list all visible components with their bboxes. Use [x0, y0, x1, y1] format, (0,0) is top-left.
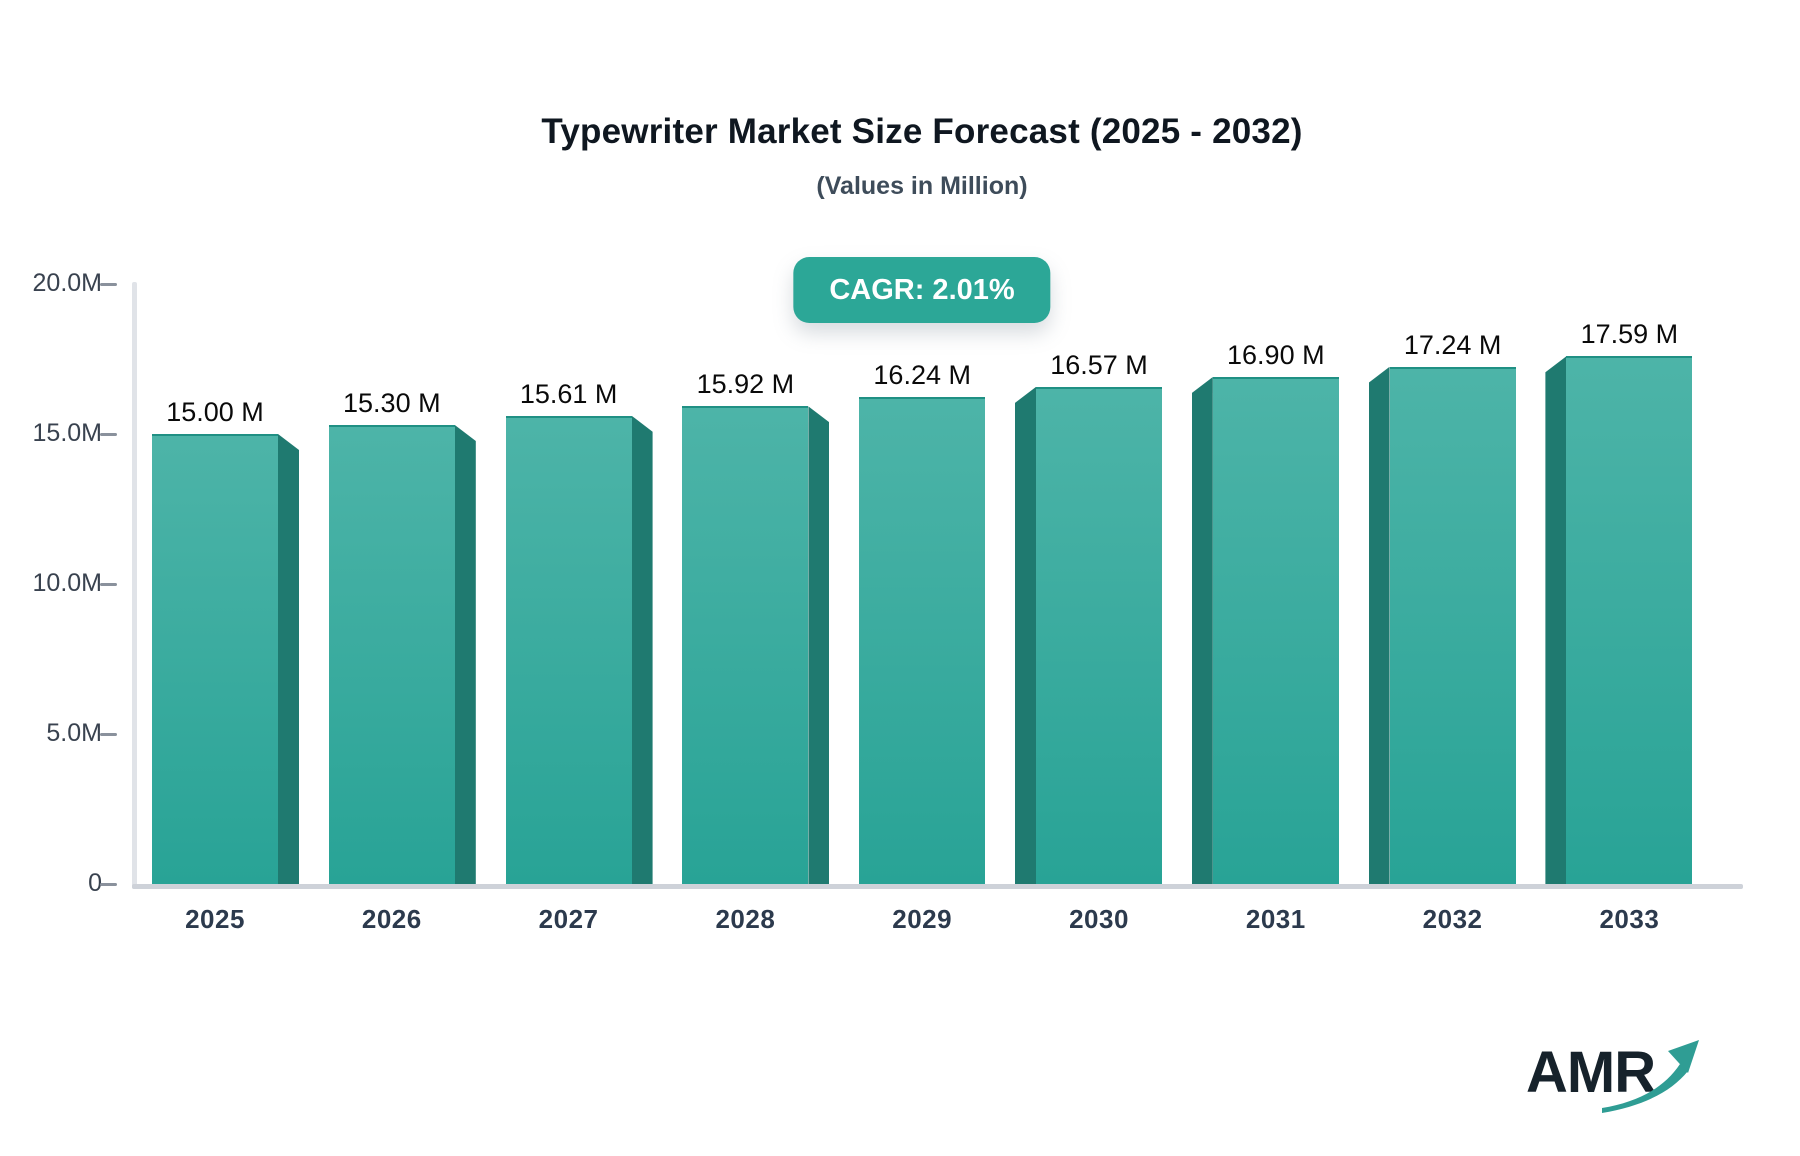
cagr-badge: CAGR: 2.01%: [793, 257, 1051, 323]
bar-value-label: 16.24 M: [873, 359, 971, 390]
logo-text: AMR: [1526, 1040, 1655, 1105]
bar-2031: [1212, 377, 1339, 884]
bar-2029: [859, 396, 986, 884]
bar-side-2027: [631, 415, 653, 884]
bar-side-2026: [454, 425, 476, 884]
bar-2033: [1566, 356, 1693, 884]
trend-up-arrow-icon: [1602, 1040, 1699, 1113]
x-axis-label: 2030: [1069, 904, 1129, 934]
bar-value-label: 17.59 M: [1580, 319, 1679, 350]
x-axis-label: 2031: [1245, 904, 1306, 934]
y-axis-tick: [100, 433, 117, 436]
y-axis-tick: [100, 883, 117, 886]
y-axis-label: 15.0M: [32, 419, 102, 447]
bar-side-2028: [808, 406, 830, 884]
bar-2025: [152, 434, 278, 884]
bar-side-2031: [1191, 377, 1213, 884]
bar-2026: [328, 425, 455, 884]
y-axis-tick: [100, 733, 117, 736]
bar-2028: [682, 406, 809, 884]
bar-side-2033: [1545, 356, 1567, 884]
bar-value-label: 15.30 M: [343, 388, 441, 418]
y-axis-label: 0: [88, 869, 102, 897]
x-axis-label: 2026: [361, 904, 422, 934]
bar-2032: [1389, 366, 1516, 884]
y-axis-label: 10.0M: [32, 569, 102, 597]
bar-2027: [505, 415, 632, 884]
bar-value-label: 17.24 M: [1403, 329, 1502, 360]
x-axis-label: 2027: [538, 904, 599, 934]
bar-value-label: 15.61 M: [519, 378, 618, 409]
y-axis-line: [132, 282, 137, 889]
bar-value-label: 15.92 M: [696, 369, 795, 400]
x-axis-label: 2033: [1599, 904, 1660, 934]
chart-subtitle: (Values in Million): [816, 172, 1028, 200]
bar-side-2030: [1015, 386, 1036, 884]
bar-side-2025: [278, 434, 299, 884]
bar-2030: [1036, 386, 1162, 884]
bar-value-label: 15.00 M: [166, 397, 264, 427]
x-axis-label: 2025: [185, 904, 245, 934]
x-axis-label: 2028: [715, 904, 776, 934]
bar-value-label: 16.57 M: [1050, 349, 1148, 380]
y-axis-tick: [100, 283, 117, 286]
bar-value-label: 16.90 M: [1227, 340, 1325, 370]
y-axis-label: 20.0M: [32, 269, 102, 297]
y-axis-label: 5.0M: [46, 719, 102, 747]
bar-side-2032: [1368, 366, 1390, 884]
x-axis-label: 2029: [892, 904, 953, 934]
amr-logo: AMR: [1526, 1040, 1699, 1113]
x-axis-line: [132, 884, 1743, 889]
y-axis-tick: [100, 583, 117, 586]
x-axis-label: 2032: [1422, 904, 1483, 934]
chart-title: Typewriter Market Size Forecast (2025 - …: [541, 112, 1303, 151]
